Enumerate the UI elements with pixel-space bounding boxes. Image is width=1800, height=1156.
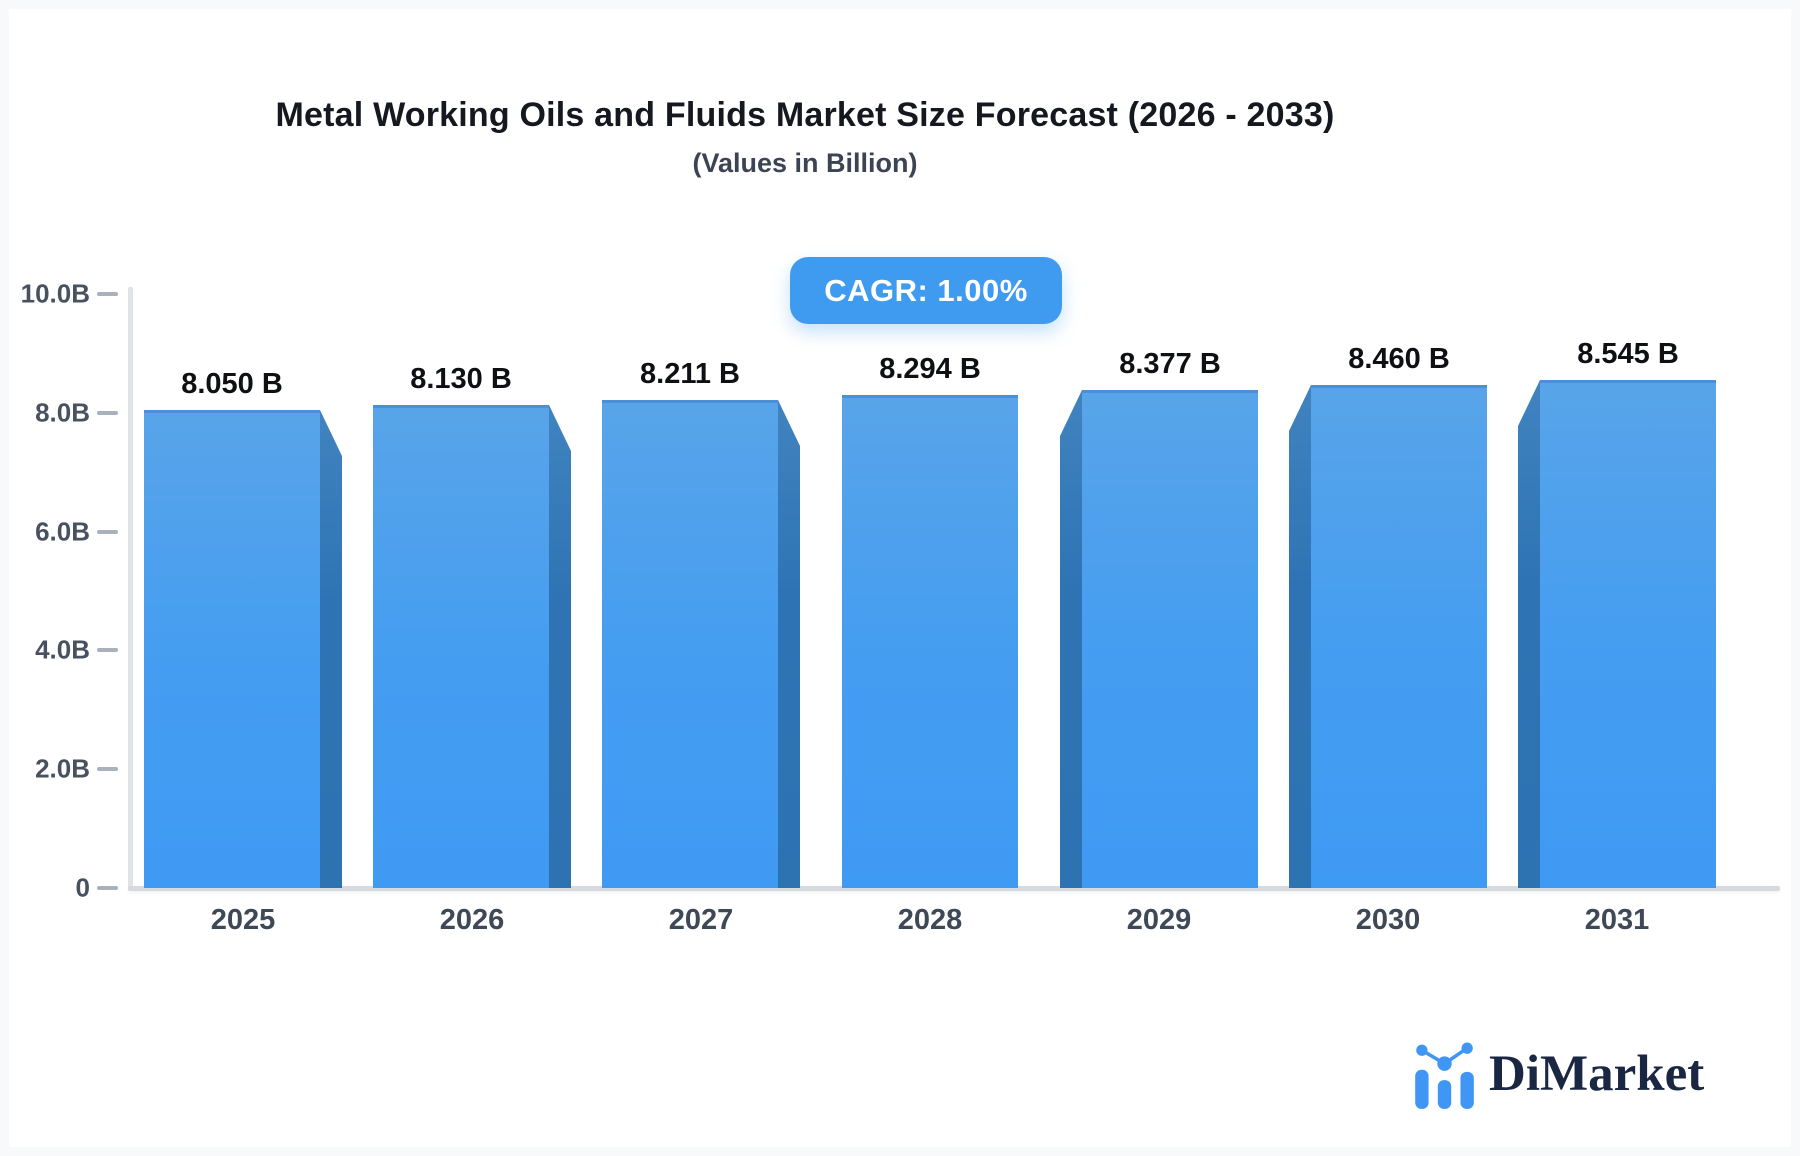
bar[interactable] [144,410,320,888]
brand-logo-icon [1415,1042,1474,1109]
y-tick-label: 4.0B [35,634,90,665]
bar-side-face [549,405,571,888]
bar-value-label: 8.130 B [410,363,512,395]
x-tick-label: 2026 [439,904,505,936]
y-tick-label: 10.0B [20,278,90,309]
y-tick-label: 8.0B [35,397,90,428]
x-axis-line [128,886,1780,891]
bar[interactable] [842,395,1018,888]
y-axis-line [128,287,133,889]
y-tick-label: 0 [75,872,90,903]
bar-side-face [778,400,800,888]
bar-value-label: 8.050 B [181,368,283,400]
bar[interactable] [1540,380,1716,888]
x-tick-label: 2031 [1584,904,1650,936]
y-tick-mark [97,410,118,415]
x-tick-label: 2029 [1126,904,1192,936]
y-tick-mark [97,886,118,890]
bar-side-face [1518,380,1540,888]
brand-logo-text: DiMarket [1489,1045,1705,1102]
brand-logo[interactable]: DiMarket [1413,1038,1704,1116]
x-tick-label: 2028 [897,904,963,936]
bar-value-label: 8.294 B [879,353,981,385]
chart-subtitle: (Values in Billion) [692,148,918,178]
bar-value-label: 8.460 B [1348,343,1450,375]
bar-value-label: 8.545 B [1577,338,1679,370]
chart-title: Metal Working Oils and Fluids Market Siz… [275,96,1335,134]
y-tick-label: 2.0B [35,753,90,784]
bar-side-face [320,410,342,888]
y-tick-mark [97,292,118,296]
bar[interactable] [1082,390,1258,888]
x-tick-label: 2025 [210,904,276,936]
x-tick-label: 2030 [1355,904,1421,936]
y-tick-mark [97,648,118,653]
cagr-badge-label: CAGR: 1.00% [824,272,1028,308]
bar[interactable] [602,400,778,888]
bar[interactable] [373,405,549,888]
bar-side-face [1289,385,1311,888]
bar-value-label: 8.377 B [1119,348,1221,380]
cagr-badge: CAGR: 1.00% [790,257,1062,324]
bar[interactable] [1311,385,1487,888]
y-tick-label: 6.0B [35,516,90,547]
bar-value-label: 8.211 B [640,358,740,390]
bar-side-face [1060,390,1082,888]
x-tick-label: 2027 [668,904,734,936]
y-tick-mark [97,529,118,534]
y-tick-mark [97,767,118,772]
